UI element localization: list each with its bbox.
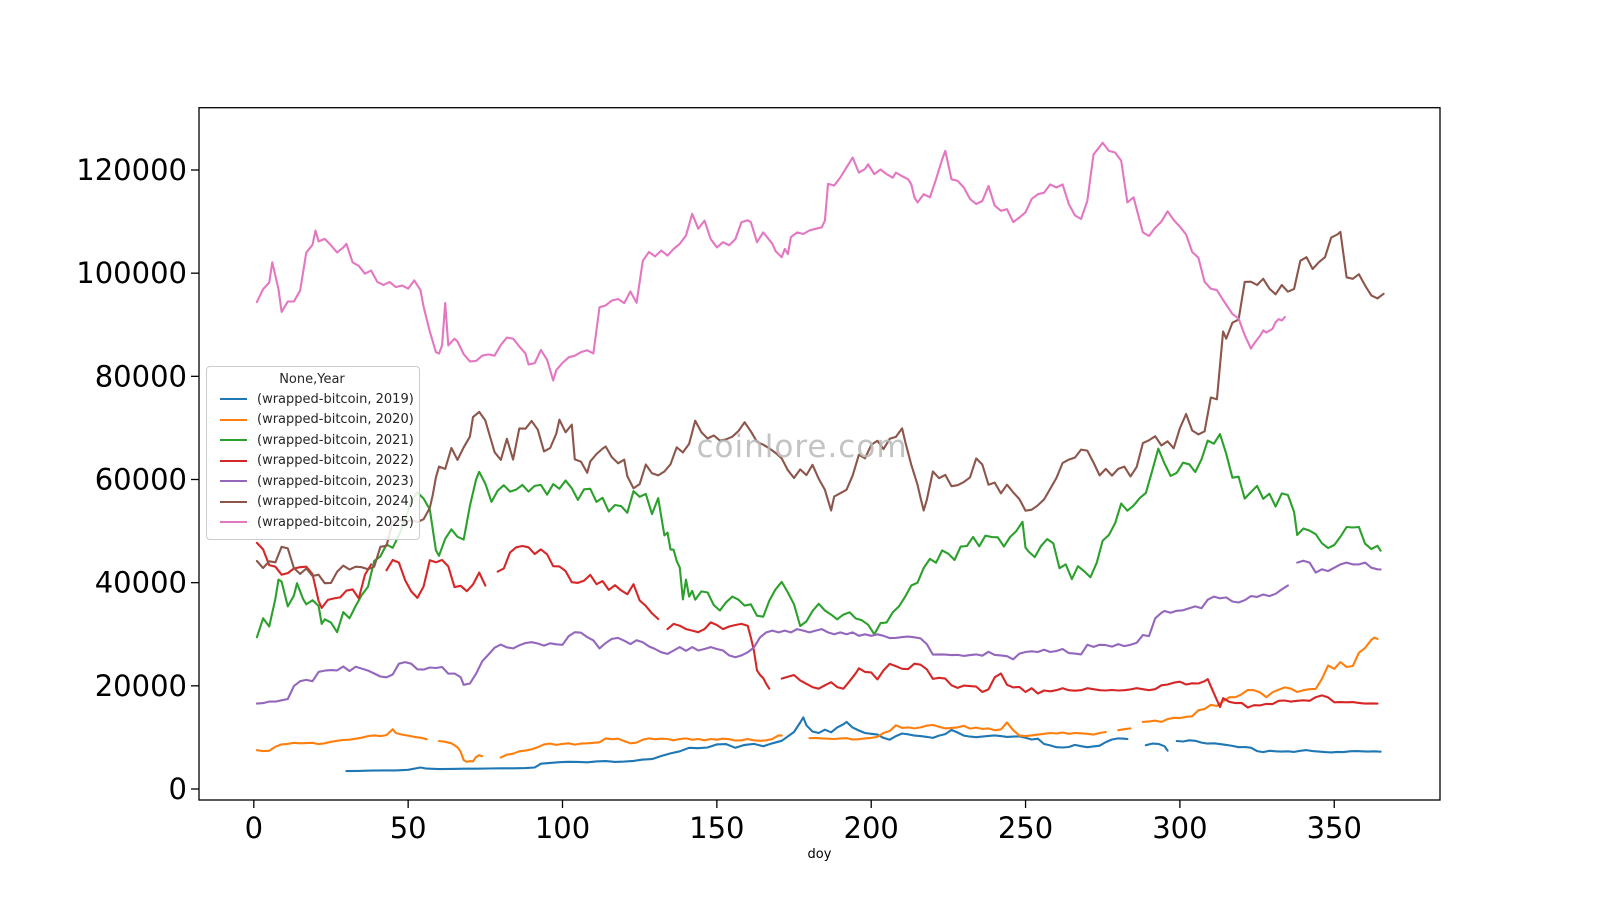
watermark: coinlore.com <box>696 429 908 465</box>
legend-item-label: (wrapped-bitcoin, 2019) <box>257 391 414 407</box>
legend-item-label: (wrapped-bitcoin, 2024) <box>257 494 414 510</box>
y-tick-label: 100000 <box>76 256 187 290</box>
legend-item-wrapped-bitcoin-2019: (wrapped-bitcoin, 2019) <box>213 389 414 410</box>
legend-title: None,Year <box>279 372 345 387</box>
legend: None,Year (wrapped-bitcoin, 2019) (wrappe… <box>206 366 420 540</box>
x-tick-label: 250 <box>998 811 1053 845</box>
legend-line-swatch <box>220 500 247 503</box>
x-tick-label: 100 <box>535 811 590 845</box>
series-line-wrapped-bitcoin-2021 <box>255 433 1382 639</box>
x-tick-label: 200 <box>844 811 899 845</box>
legend-item-wrapped-bitcoin-2022: (wrapped-bitcoin, 2022) <box>213 451 414 472</box>
y-tick-label: 40000 <box>95 566 187 600</box>
legend-item-label: (wrapped-bitcoin, 2022) <box>257 453 414 469</box>
plot-frame <box>198 107 1441 801</box>
legend-item-wrapped-bitcoin-2021: (wrapped-bitcoin, 2021) <box>213 430 414 451</box>
series-line-wrapped-bitcoin-2020 <box>255 636 1379 763</box>
series-line-wrapped-bitcoin-2023 <box>255 559 1382 705</box>
x-tick-label: 50 <box>390 811 427 845</box>
series-line-wrapped-bitcoin-2025 <box>255 141 1286 382</box>
legend-item-wrapped-bitcoin-2020: (wrapped-bitcoin, 2020) <box>213 410 414 431</box>
legend-line-swatch <box>220 398 247 401</box>
series-line-wrapped-bitcoin-2024 <box>255 230 1385 585</box>
x-tick-label: 150 <box>689 811 744 845</box>
y-tick-label: 60000 <box>95 463 187 497</box>
x-tick-label: 300 <box>1152 811 1207 845</box>
legend-item-label: (wrapped-bitcoin, 2023) <box>257 473 414 489</box>
legend-line-swatch <box>220 439 247 442</box>
y-tick-label: 80000 <box>95 359 187 393</box>
series-line-wrapped-bitcoin-2022 <box>255 541 1379 709</box>
legend-item-wrapped-bitcoin-2025: (wrapped-bitcoin, 2025) <box>213 512 414 533</box>
x-tick-label: 350 <box>1307 811 1362 845</box>
y-tick-label: 120000 <box>76 153 187 187</box>
legend-item-label: (wrapped-bitcoin, 2025) <box>257 514 414 530</box>
legend-line-swatch <box>220 418 247 421</box>
y-tick-label: 0 <box>169 772 187 806</box>
legend-item-wrapped-bitcoin-2024: (wrapped-bitcoin, 2024) <box>213 492 414 513</box>
y-tick-label: 20000 <box>95 669 187 703</box>
x-tick-label: 0 <box>245 811 263 845</box>
legend-item-label: (wrapped-bitcoin, 2020) <box>257 412 414 428</box>
legend-entries: (wrapped-bitcoin, 2019) (wrapped-bitcoin,… <box>213 389 414 533</box>
legend-line-swatch <box>220 521 247 524</box>
legend-item-label: (wrapped-bitcoin, 2021) <box>257 432 414 448</box>
legend-line-swatch <box>220 480 247 483</box>
legend-line-swatch <box>220 459 247 462</box>
series-line-wrapped-bitcoin-2019 <box>345 716 1382 773</box>
legend-item-wrapped-bitcoin-2023: (wrapped-bitcoin, 2023) <box>213 471 414 492</box>
x-axis-label: doy <box>808 847 832 862</box>
